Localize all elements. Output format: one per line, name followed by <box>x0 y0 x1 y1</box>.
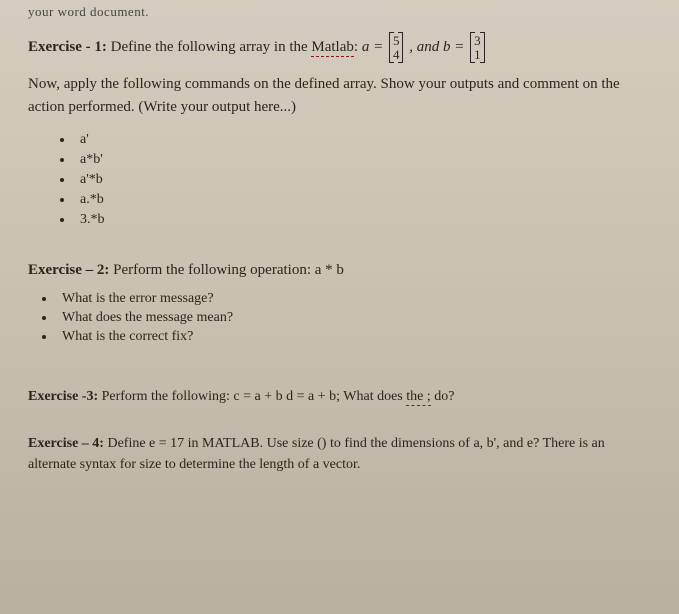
matrix-a-top: 5 <box>393 34 400 48</box>
list-item: a'*b <box>74 172 651 188</box>
exercise-2-list: What is the error message? What does the… <box>56 291 651 345</box>
exercise-2-heading: Exercise – 2: Perform the following oper… <box>28 262 651 279</box>
exercise-2-label: Exercise – 2: <box>28 262 109 278</box>
exercise-1-body: Now, apply the following commands on the… <box>28 73 651 118</box>
matlab-text: Matlab <box>311 39 354 57</box>
exercise-3-heading: Exercise -3: Perform the following: c = … <box>28 389 651 405</box>
exercise-1-list: a' a*b' a'*b a.*b 3.*b <box>74 132 651 228</box>
a-equals: a = <box>362 39 387 55</box>
exercise-4-label: Exercise – 4: <box>28 436 104 451</box>
list-item: What is the error message? <box>56 291 651 307</box>
matrix-b: 3 1 <box>470 34 485 61</box>
list-item: What does the message mean? <box>56 310 651 326</box>
document-page: your word document. Exercise - 1: Define… <box>0 4 679 475</box>
the-semi: the ; <box>406 389 431 406</box>
list-item: a.*b <box>74 192 651 208</box>
list-item: What is the correct fix? <box>56 329 651 345</box>
list-item: 3.*b <box>74 212 651 228</box>
exercise-4-heading: Exercise – 4: Define e = 17 in MATLAB. U… <box>28 433 651 475</box>
matrix-b-top: 3 <box>474 34 481 48</box>
exercise-1-heading: Exercise - 1: Define the following array… <box>28 34 651 61</box>
matrix-a: 5 4 <box>389 34 404 61</box>
matrix-a-bot: 4 <box>393 48 400 62</box>
exercise-1-label: Exercise - 1: <box>28 39 107 55</box>
list-item: a' <box>74 132 651 148</box>
and-b-equals: , and b = <box>409 39 468 55</box>
colon: : <box>354 39 362 55</box>
exercise-3-label: Exercise -3: <box>28 389 98 404</box>
exercise-1-intro: Define the following array in the <box>111 39 312 55</box>
exercise-3-text-b: do? <box>431 389 455 404</box>
exercise-3-text-a: Perform the following: c = a + b d = a +… <box>98 389 406 404</box>
matrix-b-bot: 1 <box>474 48 481 62</box>
exercise-2-text: Perform the following operation: a * b <box>113 262 344 278</box>
truncated-prev-line: your word document. <box>28 4 651 20</box>
list-item: a*b' <box>74 152 651 168</box>
exercise-4-text: Define e = 17 in MATLAB. Use size () to … <box>28 436 605 472</box>
